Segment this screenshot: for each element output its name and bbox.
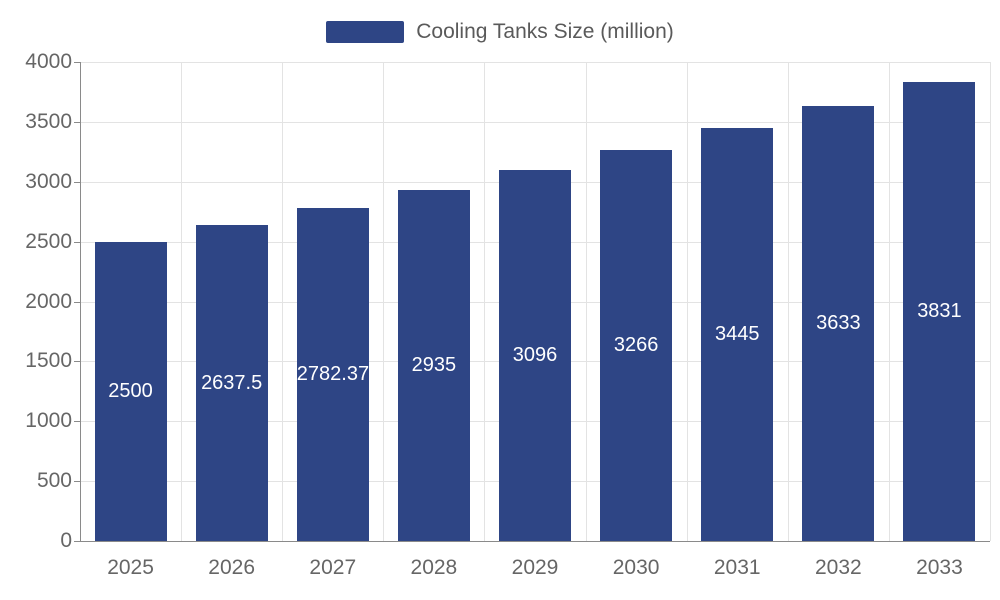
y-tick-mark [74, 481, 80, 483]
bar-2031: 3445 [701, 128, 774, 541]
v-gridline [990, 62, 991, 541]
x-tick-label: 2026 [208, 556, 256, 579]
bar-value-label: 2637.5 [201, 371, 263, 394]
x-tick-label: 2032 [814, 556, 862, 579]
v-gridline [585, 62, 587, 541]
y-axis: 0 500 1000 1500 2000 2500 3000 3500 4000 [0, 50, 72, 552]
bar-value-label: 3096 [512, 344, 558, 367]
x-axis-line [80, 541, 990, 542]
bar-2029: 3096 [499, 170, 571, 541]
y-tick-label: 1500 [25, 349, 72, 373]
bar-2032: 3633 [802, 105, 875, 541]
bar-value-label: 2500 [108, 379, 153, 402]
y-tick-label: 3000 [25, 169, 72, 193]
bar-2033: 3831 [903, 82, 976, 541]
v-gridline [686, 62, 688, 541]
y-tick-label: 2500 [25, 229, 72, 253]
v-gridline [888, 62, 890, 541]
chart-legend[interactable]: Cooling Tanks Size (million) [0, 18, 1000, 46]
y-tick-mark [74, 361, 80, 363]
h-gridline [80, 121, 990, 123]
y-tick-mark [74, 181, 80, 183]
v-gridline [282, 62, 284, 541]
y-tick-mark [74, 241, 80, 243]
y-tick-label: 1000 [25, 409, 72, 433]
y-tick-mark [74, 541, 80, 542]
v-gridline [383, 62, 385, 541]
bar-value-label: 3831 [917, 300, 962, 323]
y-tick-mark [74, 62, 80, 63]
bar-2028: 2935 [397, 189, 470, 541]
x-tick-label: 2025 [107, 556, 154, 579]
bar-value-label: 3633 [816, 311, 861, 334]
x-tick-label: 2027 [309, 556, 357, 579]
bar-value-label: 3266 [613, 333, 659, 356]
x-tick-label: 2029 [511, 556, 559, 579]
x-tick-label: 2033 [916, 556, 963, 579]
y-axis-line [80, 62, 81, 541]
y-tick-label: 4000 [25, 50, 72, 73]
v-gridline [484, 62, 486, 541]
plot-area: 2500 2637.5 2782.37 2935 3096 3266 3445 3633 383… [80, 62, 991, 542]
v-gridline [787, 62, 789, 541]
bar-2027: 2782.37 [296, 207, 369, 541]
bar-value-label: 2935 [411, 353, 457, 376]
y-tick-mark [74, 301, 80, 303]
y-tick-mark [74, 121, 80, 123]
bar-value-label: 3445 [714, 323, 760, 346]
x-tick-label: 2028 [410, 556, 458, 579]
h-gridline [80, 62, 990, 63]
x-tick-label: 2030 [612, 556, 660, 579]
y-tick-mark [74, 421, 80, 423]
legend-swatch [326, 21, 405, 43]
bar-2030: 3266 [600, 149, 673, 541]
bar-value-label: 2782.37 [296, 362, 369, 385]
legend-label: Cooling Tanks Size (million) [416, 20, 674, 43]
x-tick-label: 2031 [713, 556, 761, 579]
bar-2026: 2637.5 [195, 225, 268, 541]
x-axis: 2025 2026 2027 2028 2029 2030 2031 2032 2033 [80, 556, 990, 586]
y-tick-label: 500 [36, 469, 72, 493]
v-gridline [181, 62, 183, 541]
y-tick-label: 2000 [25, 289, 72, 313]
y-tick-label: 0 [60, 529, 72, 552]
bar-2025: 2500 [94, 241, 167, 541]
y-tick-label: 3500 [25, 109, 72, 133]
